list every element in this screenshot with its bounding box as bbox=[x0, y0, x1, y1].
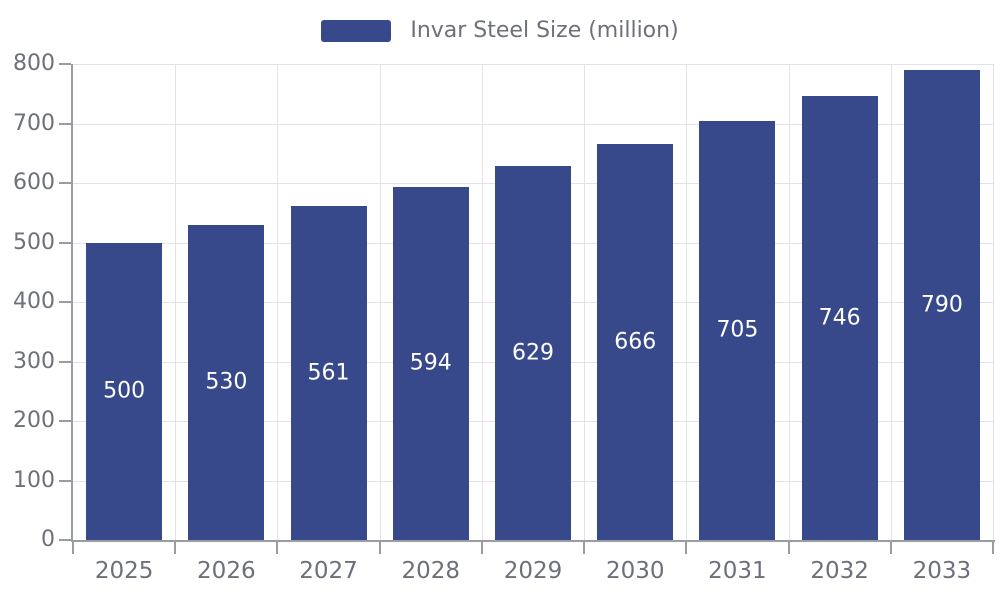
x-gridline bbox=[788, 64, 790, 540]
bar-value-label: 629 bbox=[512, 340, 554, 366]
x-axis-label-2031: 2031 bbox=[708, 558, 767, 584]
x-gridline bbox=[379, 64, 381, 540]
bar-2026[interactable]: 530 bbox=[188, 224, 265, 540]
x-gridline bbox=[686, 64, 688, 540]
y-axis-tick bbox=[59, 241, 71, 244]
legend-label: Invar Steel Size (million) bbox=[410, 18, 679, 43]
y-axis-label: 800 bbox=[13, 51, 55, 76]
x-axis-tick bbox=[72, 540, 74, 554]
x-axis-tick bbox=[992, 540, 994, 554]
bar-value-label: 500 bbox=[103, 378, 146, 404]
y-axis-tick bbox=[59, 122, 71, 125]
y-axis-line bbox=[71, 64, 73, 540]
x-gridline bbox=[584, 64, 586, 540]
y-axis-label: 0 bbox=[41, 527, 55, 552]
x-axis-tick bbox=[276, 540, 279, 554]
y-axis-tick bbox=[59, 420, 71, 422]
bar-value-label: 561 bbox=[307, 360, 350, 386]
bar-2028[interactable]: 594 bbox=[392, 186, 469, 540]
x-axis-label-2026: 2026 bbox=[197, 558, 256, 584]
y-axis-label: 600 bbox=[13, 170, 55, 195]
x-axis-label-2030: 2030 bbox=[605, 558, 665, 584]
x-axis-tick bbox=[583, 540, 586, 554]
bar-value-label: 530 bbox=[205, 369, 248, 395]
bar-value-label: 705 bbox=[716, 317, 759, 343]
x-gridline bbox=[993, 64, 994, 540]
x-gridline bbox=[175, 64, 177, 540]
bar-2029[interactable]: 629 bbox=[495, 165, 571, 540]
x-axis-label-2025: 2025 bbox=[94, 558, 154, 584]
x-axis-label-2032: 2032 bbox=[810, 558, 869, 584]
legend-swatch bbox=[321, 19, 392, 42]
bar-2033[interactable]: 790 bbox=[903, 69, 980, 540]
x-axis-tick bbox=[889, 540, 892, 554]
bar-value-label: 666 bbox=[614, 329, 657, 355]
x-axis-label-2029: 2029 bbox=[503, 558, 563, 584]
x-axis-tick bbox=[787, 540, 790, 554]
y-axis-tick bbox=[59, 479, 71, 482]
legend[interactable]: Invar Steel Size (million) bbox=[0, 18, 1000, 43]
x-axis-line bbox=[71, 540, 995, 542]
x-gridline bbox=[277, 64, 279, 540]
y-axis-label: 500 bbox=[13, 229, 55, 255]
y-axis-label: 300 bbox=[13, 348, 55, 374]
y-axis-tick bbox=[59, 539, 71, 541]
bar-2027[interactable]: 561 bbox=[290, 206, 367, 540]
x-axis-tick bbox=[174, 540, 177, 554]
bar-value-label: 746 bbox=[818, 305, 861, 331]
x-axis-tick bbox=[685, 540, 688, 554]
x-gridline bbox=[890, 64, 892, 540]
x-axis-label-2027: 2027 bbox=[299, 558, 358, 584]
x-axis-label-2033: 2033 bbox=[912, 558, 972, 584]
y-axis-label: 700 bbox=[13, 110, 55, 136]
x-axis-tick bbox=[378, 540, 381, 554]
bar-2032[interactable]: 746 bbox=[801, 96, 878, 540]
x-axis-tick bbox=[480, 540, 483, 554]
y-axis-tick bbox=[59, 63, 71, 65]
y-gridline bbox=[73, 123, 993, 125]
x-gridline bbox=[481, 64, 483, 540]
bar-value-label: 790 bbox=[920, 292, 963, 318]
y-axis-tick bbox=[59, 360, 71, 363]
y-axis-tick bbox=[59, 301, 71, 303]
y-gridline bbox=[73, 64, 993, 65]
bar-value-label: 594 bbox=[409, 350, 452, 376]
bar-2025[interactable]: 500 bbox=[86, 242, 163, 540]
bar-2030[interactable]: 666 bbox=[597, 143, 674, 540]
y-axis-label: 200 bbox=[13, 408, 55, 433]
y-axis-label: 100 bbox=[13, 467, 55, 493]
plot-area: 500 530 561 594 629 666 705 746 790 bbox=[59, 63, 995, 554]
y-axis-tick bbox=[59, 182, 71, 184]
y-axis-label: 400 bbox=[13, 289, 55, 314]
x-axis-label-2028: 2028 bbox=[401, 558, 461, 584]
bar-2031[interactable]: 705 bbox=[699, 120, 776, 540]
